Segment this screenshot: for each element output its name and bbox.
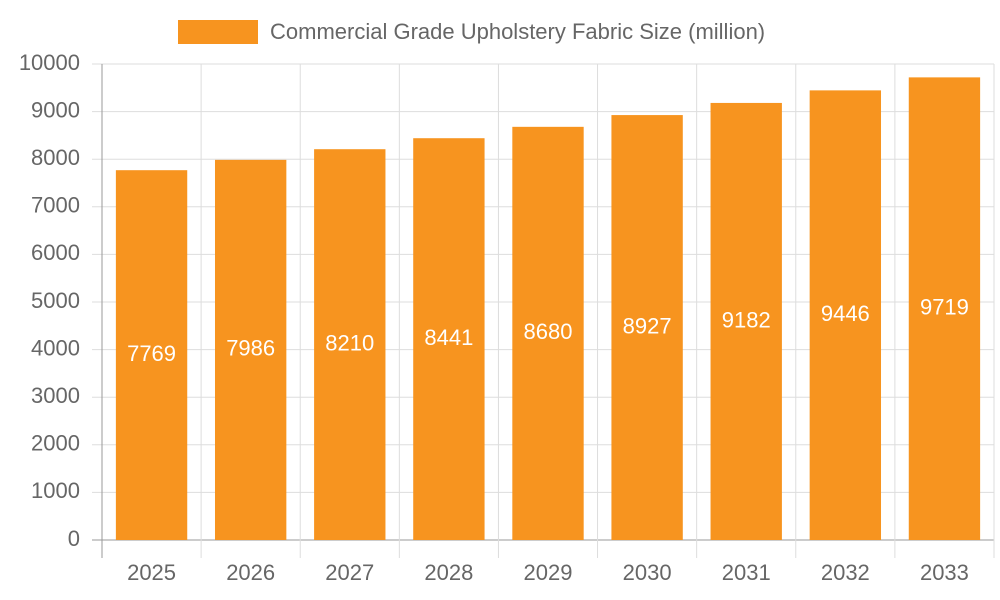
value-label: 8441 bbox=[424, 325, 473, 350]
y-tick-label: 9000 bbox=[31, 97, 80, 122]
y-tick-label: 10000 bbox=[19, 50, 80, 75]
bar bbox=[809, 90, 882, 541]
y-tick-label: 2000 bbox=[31, 431, 80, 456]
value-label: 7769 bbox=[127, 341, 176, 366]
value-label: 9182 bbox=[722, 307, 771, 332]
y-tick-label: 5000 bbox=[31, 288, 80, 313]
x-tick-label: 2030 bbox=[623, 560, 672, 585]
legend-label: Commercial Grade Upholstery Fabric Size … bbox=[270, 19, 765, 44]
bar bbox=[710, 102, 782, 540]
legend-swatch bbox=[178, 20, 258, 44]
value-label: 8210 bbox=[325, 330, 374, 355]
x-tick-label: 2028 bbox=[424, 560, 473, 585]
value-label: 8680 bbox=[524, 319, 573, 344]
value-label: 9719 bbox=[920, 295, 969, 320]
bar bbox=[908, 77, 981, 540]
value-label: 7986 bbox=[226, 336, 275, 361]
bar bbox=[314, 149, 386, 541]
bar bbox=[115, 170, 188, 540]
x-tick-label: 2033 bbox=[920, 560, 969, 585]
x-tick-label: 2029 bbox=[524, 560, 573, 585]
y-tick-label: 6000 bbox=[31, 240, 80, 265]
bar bbox=[611, 115, 683, 540]
value-label: 9446 bbox=[821, 301, 870, 326]
y-tick-label: 8000 bbox=[31, 145, 80, 170]
x-tick-label: 2027 bbox=[325, 560, 374, 585]
x-tick-label: 2025 bbox=[127, 560, 176, 585]
bar bbox=[512, 126, 584, 540]
y-tick-label: 3000 bbox=[31, 383, 80, 408]
bar bbox=[214, 159, 287, 540]
y-tick-label: 0 bbox=[68, 526, 80, 551]
x-tick-label: 2026 bbox=[226, 560, 275, 585]
y-tick-label: 1000 bbox=[31, 478, 80, 503]
bar bbox=[413, 138, 485, 540]
x-tick-label: 2031 bbox=[722, 560, 771, 585]
y-tick-label: 4000 bbox=[31, 335, 80, 360]
y-tick-label: 7000 bbox=[31, 193, 80, 218]
value-label: 8927 bbox=[623, 313, 672, 338]
x-tick-label: 2032 bbox=[821, 560, 870, 585]
